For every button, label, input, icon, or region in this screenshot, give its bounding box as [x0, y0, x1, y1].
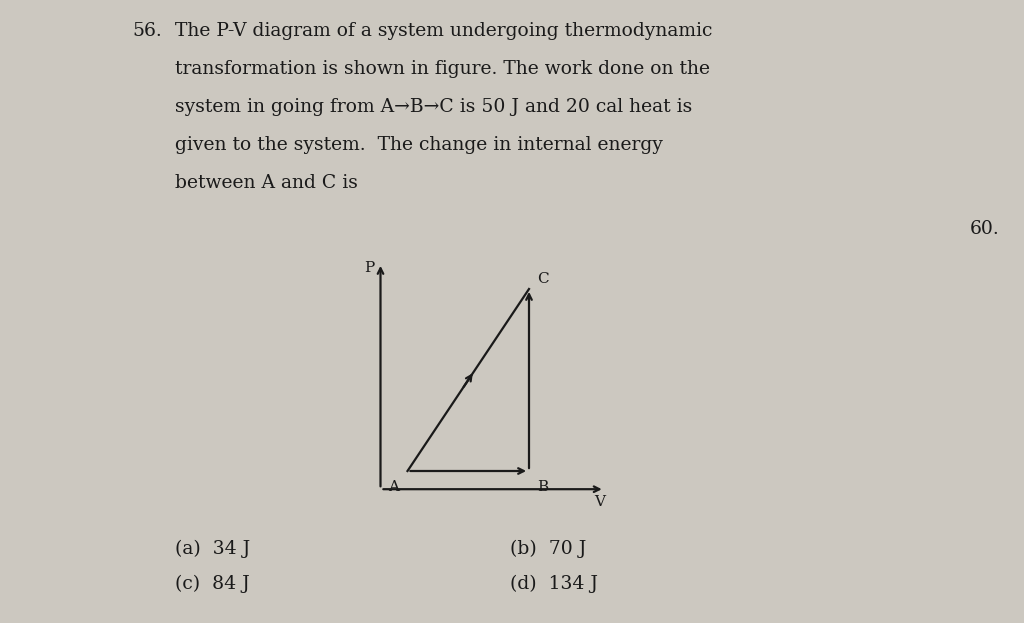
Text: B: B — [537, 480, 548, 493]
Text: transformation is shown in figure. The work done on the: transformation is shown in figure. The w… — [175, 60, 710, 78]
Text: system in going from A→B→C is 50 J and 20 cal heat is: system in going from A→B→C is 50 J and 2… — [175, 98, 692, 116]
Text: (c)  84 J: (c) 84 J — [175, 575, 250, 593]
Text: (b)  70 J: (b) 70 J — [510, 540, 587, 558]
Text: P: P — [365, 261, 375, 275]
Text: 60.: 60. — [970, 220, 999, 238]
Text: V: V — [594, 495, 605, 509]
Text: 56.: 56. — [132, 22, 162, 40]
Text: C: C — [537, 272, 548, 285]
Text: given to the system.  The change in internal energy: given to the system. The change in inter… — [175, 136, 663, 154]
Text: (a)  34 J: (a) 34 J — [175, 540, 250, 558]
Text: A: A — [388, 480, 399, 493]
Text: between A and C is: between A and C is — [175, 174, 357, 192]
Text: The P-V diagram of a system undergoing thermodynamic: The P-V diagram of a system undergoing t… — [175, 22, 713, 40]
Text: (d)  134 J: (d) 134 J — [510, 575, 598, 593]
